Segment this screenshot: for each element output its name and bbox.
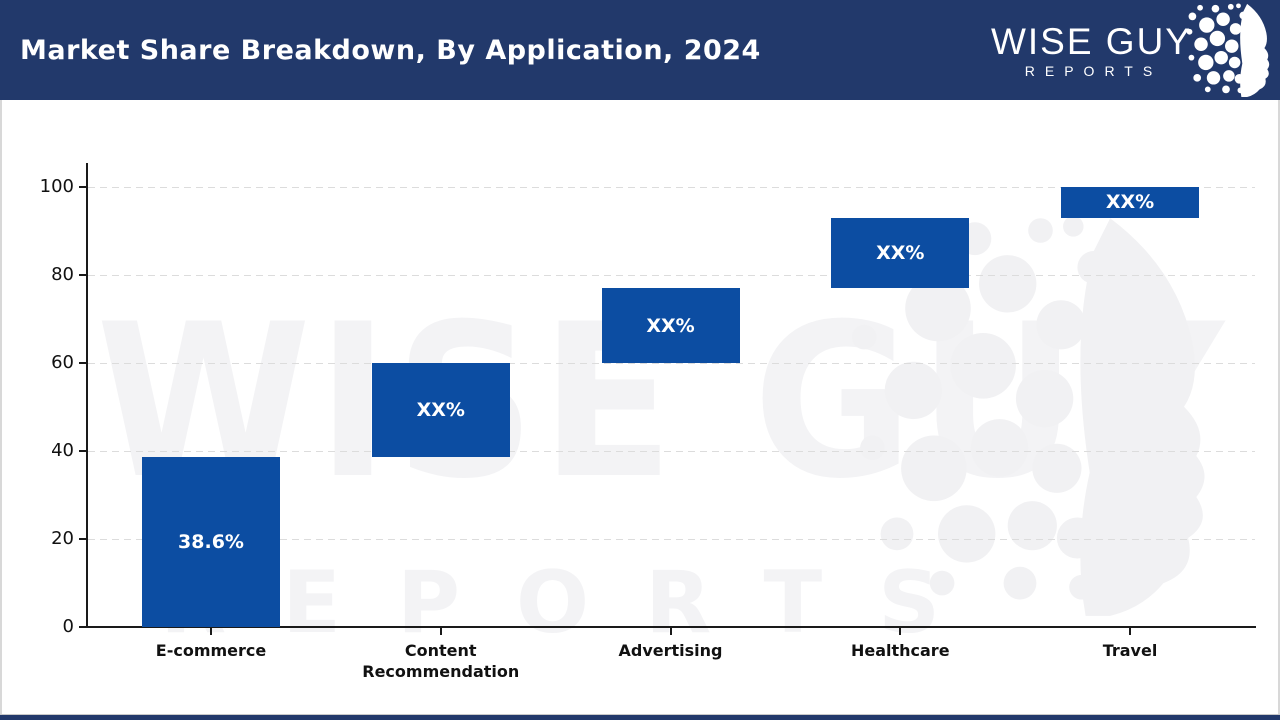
y-tick-mark xyxy=(79,186,86,188)
bottom-border-line xyxy=(0,714,1280,715)
gridline-100 xyxy=(88,186,1255,188)
y-tick-mark xyxy=(79,626,86,628)
x-category-label: Travel xyxy=(1102,641,1158,660)
y-tick-mark xyxy=(79,274,86,276)
x-category-label: E-commerce xyxy=(155,641,267,660)
bar-content-recommendation: XX% xyxy=(371,363,510,458)
brand-logo: WISE GUY REPORTS xyxy=(991,2,1274,98)
bar-travel: XX% xyxy=(1061,187,1199,218)
x-category-label: Advertising xyxy=(618,641,723,660)
gridline-20 xyxy=(88,538,1255,540)
brand-name: WISE GUY xyxy=(990,20,1192,62)
bar-value-label: XX% xyxy=(416,399,465,422)
y-tick-label: 0 xyxy=(62,616,74,637)
bar-e-commerce: 38.6% xyxy=(142,457,280,627)
y-tick-mark xyxy=(79,450,86,452)
header-bar: Market Share Breakdown, By Application, … xyxy=(0,0,1280,100)
x-tick-mark xyxy=(899,628,902,635)
gridline-60 xyxy=(88,362,1255,364)
bar-value-label: XX% xyxy=(876,241,925,264)
x-category-label: Content Recommendation xyxy=(362,641,520,681)
x-category-label: Healthcare xyxy=(850,641,950,660)
x-tick-mark xyxy=(439,628,442,635)
bottom-accent-strip xyxy=(0,715,1280,720)
brand-face-icon xyxy=(1186,3,1270,98)
gridline-80 xyxy=(88,274,1255,276)
right-border xyxy=(1278,100,1280,720)
y-tick-label: 20 xyxy=(51,528,74,549)
bar-value-label: XX% xyxy=(1105,191,1155,214)
bar-advertising: XX% xyxy=(601,288,740,363)
bar-value-label: 38.6% xyxy=(178,531,244,554)
y-tick-label: 80 xyxy=(51,264,74,285)
y-tick-label: 100 xyxy=(39,176,74,197)
bar-value-label: XX% xyxy=(646,314,695,337)
x-axis-line xyxy=(86,626,1256,628)
y-tick-mark xyxy=(79,538,86,540)
y-tick-mark xyxy=(79,362,86,364)
left-border xyxy=(0,100,2,720)
bar-healthcare: XX% xyxy=(831,217,970,289)
y-tick-label: 40 xyxy=(51,440,74,461)
gridline-40 xyxy=(88,450,1255,452)
y-axis-line xyxy=(86,163,88,628)
page-title: Market Share Breakdown, By Application, … xyxy=(20,34,761,66)
y-tick-label: 60 xyxy=(51,352,74,373)
brand-logo-text: WISE GUY REPORTS xyxy=(991,23,1192,78)
x-tick-mark xyxy=(669,628,672,635)
x-tick-mark xyxy=(210,628,212,635)
brand-subname: REPORTS xyxy=(1024,62,1163,79)
x-tick-mark xyxy=(1129,628,1131,635)
